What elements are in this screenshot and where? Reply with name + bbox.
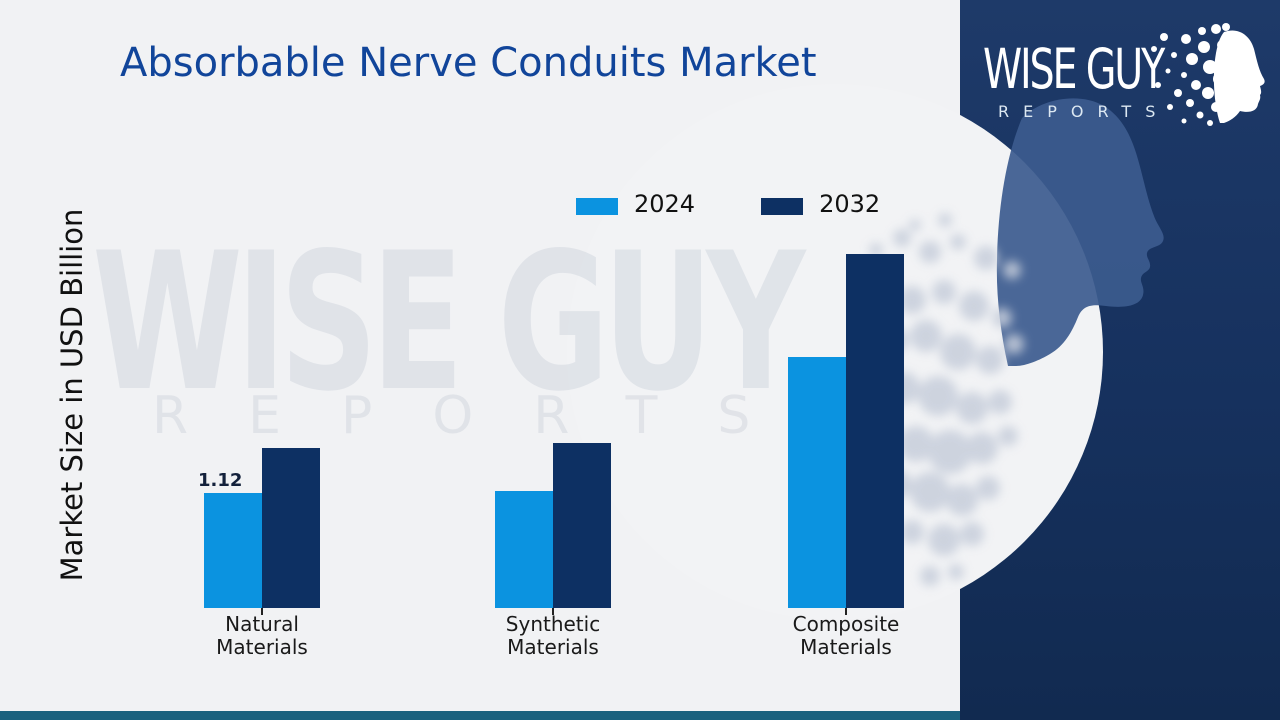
- x-tick: [845, 608, 847, 615]
- bar-2024-category-2: [788, 357, 846, 608]
- chart-title: Absorbable Nerve Conduits Market: [120, 40, 817, 86]
- legend-label-2024: 2024: [634, 190, 696, 218]
- bar-2032-category-2: [846, 254, 904, 608]
- legend-swatch-2032: [761, 197, 804, 215]
- logo-reports-text: REPORTS: [998, 102, 1170, 121]
- x-tick: [261, 608, 263, 615]
- logo-wiseguy-text: WISE GUY: [983, 37, 1165, 101]
- category-label-natural: Natural Materials: [216, 612, 308, 659]
- watermark-wiseguy-text: WISE GUY: [92, 212, 805, 433]
- legend: 2024 2032: [576, 190, 880, 218]
- bar-2024-category-1: [495, 491, 553, 608]
- bar-2032-category-0: [262, 448, 320, 608]
- category-label-composite: Composite Materials: [792, 612, 900, 659]
- watermark-reports-text: REPORTS: [152, 386, 811, 446]
- bar-2024-category-0: [204, 493, 262, 608]
- category-label-synthetic: Synthetic Materials: [505, 612, 601, 659]
- legend-label-2032: 2032: [819, 190, 881, 218]
- bar-2032-category-1: [553, 443, 611, 608]
- x-tick: [552, 608, 554, 615]
- bar-value-label: 1.12: [198, 470, 243, 491]
- logo-wise-guy-reports: WISE GUY REPORTS: [983, 37, 1280, 122]
- footer-accent-bar: [0, 711, 1280, 720]
- legend-swatch-2024: [576, 197, 618, 215]
